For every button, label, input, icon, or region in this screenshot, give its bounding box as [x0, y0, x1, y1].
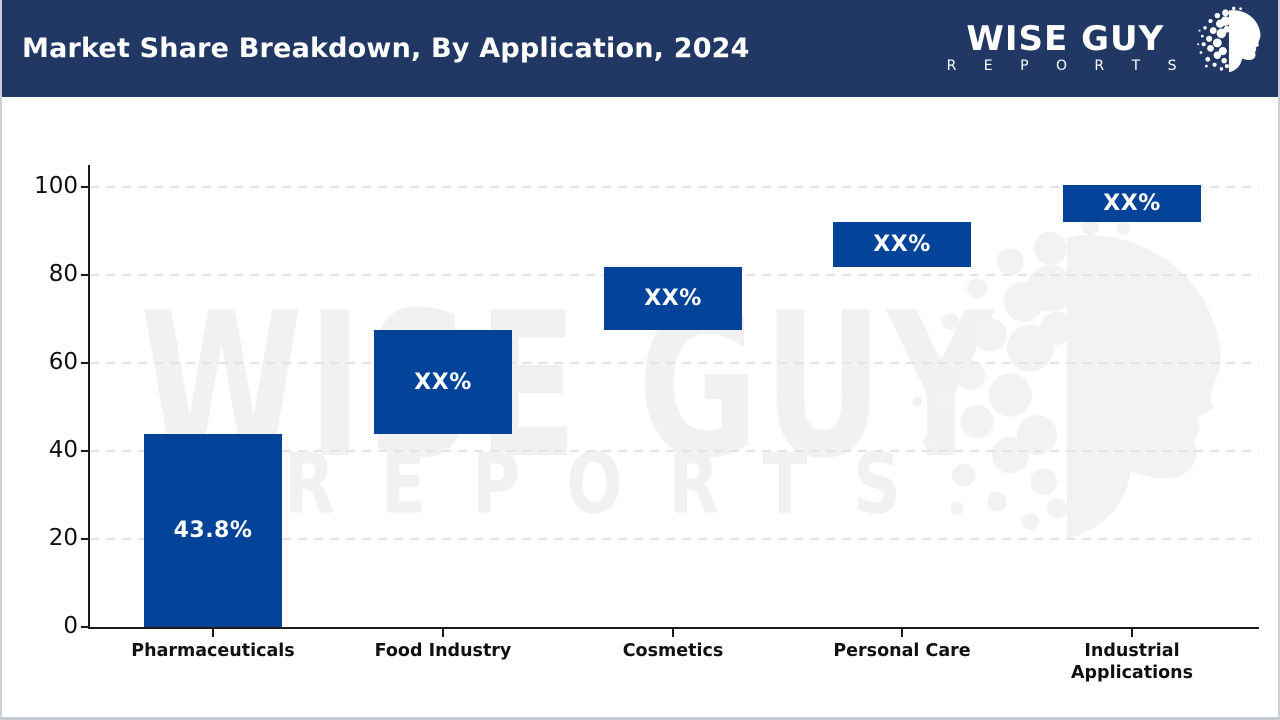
- gridline-20: [90, 538, 1259, 540]
- bar-cosmetics: XX%: [604, 267, 742, 331]
- y-axis-tick-mark: [81, 450, 89, 452]
- x-axis-tick-mark: [672, 629, 674, 637]
- header-bar: Market Share Breakdown, By Application, …: [2, 0, 1278, 97]
- wiseguy-head-icon: [1190, 6, 1272, 88]
- bar-value-label: 43.8%: [173, 518, 253, 544]
- y-axis-line: [88, 165, 90, 629]
- bar-value-label: XX%: [644, 286, 702, 312]
- bar-value-label: XX%: [1103, 190, 1161, 216]
- y-axis-tick-mark: [81, 626, 89, 628]
- y-axis-tick-label: 100: [34, 173, 78, 199]
- gridline-40: [90, 450, 1259, 452]
- logo-text: WISE GUY R E P O R T S: [943, 22, 1188, 73]
- chart-title: Market Share Breakdown, By Application, …: [22, 33, 750, 64]
- x-axis-tick-mark: [1131, 629, 1133, 637]
- category-label-1: Pharmaceuticals: [131, 641, 295, 661]
- bar-personal-care: XX%: [833, 222, 971, 268]
- y-axis-tick-label: 0: [63, 613, 78, 639]
- y-axis-tick-label: 40: [48, 437, 78, 463]
- category-label-4: Personal Care: [833, 641, 971, 661]
- y-axis-tick-label: 20: [48, 525, 78, 551]
- y-axis-tick-mark: [81, 538, 89, 540]
- bar-pharmaceuticals: 43.8%: [144, 434, 282, 627]
- x-axis-tick-mark: [212, 629, 214, 637]
- wiseguy-logo: WISE GUY R E P O R T S: [943, 6, 1272, 88]
- category-label-2: Food Industry: [374, 641, 512, 661]
- x-axis-tick-mark: [442, 629, 444, 637]
- bar-industrial-applications: XX%: [1063, 184, 1201, 223]
- x-axis-tick-mark: [901, 629, 903, 637]
- bar-value-label: XX%: [414, 369, 472, 395]
- y-axis-tick-label: 60: [48, 349, 78, 375]
- chart-plot-area: 0 20 40 60 80 100 43.8% Pharmaceuticals XX% Food …: [2, 97, 1278, 697]
- category-label-3: Cosmetics: [622, 641, 724, 661]
- logo-wiseguy-label: WISE GUY: [966, 18, 1165, 59]
- y-axis-tick-mark: [81, 274, 89, 276]
- gridline-100: [90, 186, 1259, 188]
- bar-food-industry: XX%: [374, 330, 512, 435]
- y-axis-tick-mark: [81, 362, 89, 364]
- gridline-60: [90, 362, 1259, 364]
- x-axis-line: [88, 627, 1259, 629]
- logo-reports-label: R E P O R T S: [946, 57, 1188, 74]
- category-label-5: Industrial Applications: [1070, 641, 1194, 683]
- y-axis-tick-mark: [81, 186, 89, 188]
- bar-value-label: XX%: [873, 232, 931, 258]
- y-axis-tick-label: 80: [48, 261, 78, 287]
